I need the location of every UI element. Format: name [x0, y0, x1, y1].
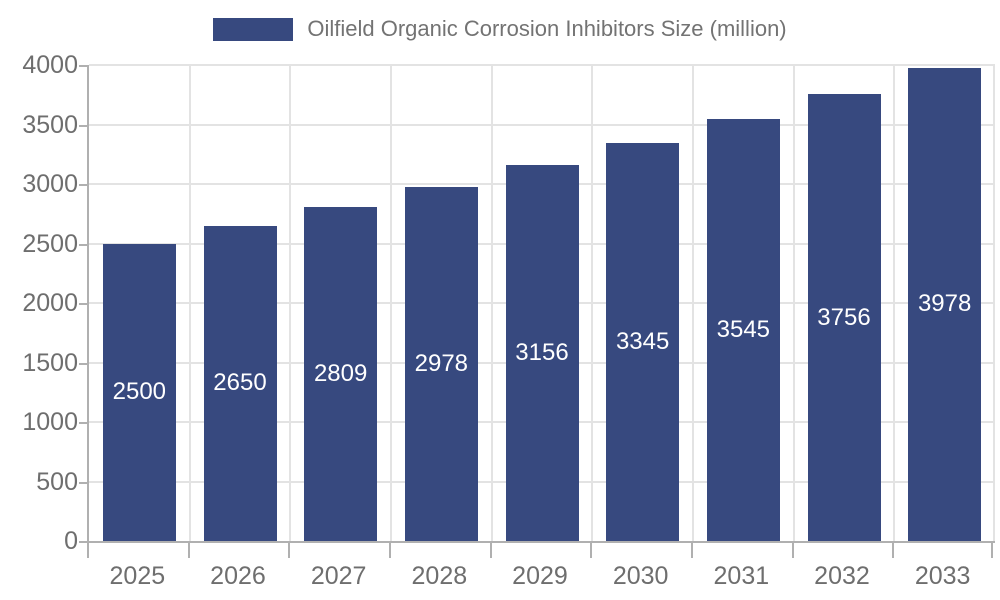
x-tick-mark: [590, 543, 593, 558]
bar[interactable]: 2500: [102, 243, 176, 541]
bar[interactable]: 2809: [304, 206, 378, 541]
x-tick-mark: [791, 543, 794, 558]
y-tick-label: 500: [36, 467, 78, 496]
bar-value-label: 3345: [615, 327, 670, 355]
x-tick-mark: [489, 543, 492, 558]
y-tick-label: 4000: [22, 51, 78, 79]
y-tick-mark: [79, 184, 87, 186]
legend[interactable]: Oilfield Organic Corrosion Inhibitors Si…: [0, 16, 1000, 42]
x-tick-label: 2025: [109, 562, 166, 590]
v-gridline: [490, 65, 493, 541]
y-tick-mark: [79, 65, 87, 67]
y-tick-mark: [79, 124, 87, 127]
v-gridline: [591, 65, 594, 541]
x-tick-label: 2027: [310, 562, 367, 590]
bar-value-label: 3156: [515, 339, 569, 367]
y-tick-mark: [79, 481, 87, 484]
v-gridline: [188, 65, 191, 541]
x-tick-mark: [691, 543, 693, 558]
x-tick-label: 2031: [713, 562, 770, 590]
y-tick-label: 2500: [22, 229, 78, 258]
v-gridline: [390, 65, 392, 541]
y-tick-mark: [79, 303, 87, 305]
x-tick-label: 2029: [512, 562, 568, 590]
bar[interactable]: 3978: [908, 67, 982, 541]
bar-value-label: 2500: [112, 378, 167, 406]
y-tick-mark: [79, 243, 87, 246]
bar-value-label: 2978: [414, 349, 469, 377]
y-tick-label: 0: [64, 527, 78, 555]
bar[interactable]: 3756: [807, 94, 881, 541]
y-tick-label: 3000: [22, 170, 78, 198]
v-gridline: [792, 65, 795, 541]
x-tick-label: 2026: [210, 562, 266, 590]
y-tick-label: 2000: [22, 289, 78, 317]
y-tick-mark: [79, 362, 87, 365]
y-tick-mark: [79, 541, 87, 543]
h-gridline: [89, 64, 995, 66]
x-tick-label: 2030: [612, 562, 669, 590]
x-tick-mark: [187, 543, 190, 558]
h-gridline: [89, 123, 995, 126]
x-tick-mark: [288, 543, 291, 558]
x-tick-mark: [389, 543, 391, 558]
bar-value-label: 2650: [213, 369, 267, 397]
bar[interactable]: 3345: [606, 142, 680, 541]
v-gridline: [893, 65, 896, 541]
y-tick-label: 1500: [22, 348, 78, 377]
y-tick-mark: [79, 422, 87, 424]
v-gridline: [993, 65, 995, 541]
bar-value-label: 3545: [716, 316, 771, 344]
x-tick-label: 2033: [914, 562, 971, 590]
v-gridline: [289, 65, 292, 541]
plot-area: 2500 2650 2809 2978 3156 3345 3545 3756 3978: [87, 64, 995, 543]
legend-swatch: [213, 17, 294, 41]
v-gridline: [692, 65, 694, 541]
x-tick-label: 2032: [814, 562, 870, 590]
bar-value-label: 3978: [917, 290, 972, 318]
bar[interactable]: 2650: [203, 225, 277, 541]
y-tick-label: 3500: [22, 110, 78, 139]
x-tick-mark: [87, 543, 89, 558]
legend-label: Oilfield Organic Corrosion Inhibitors Si…: [307, 16, 787, 41]
bar-value-label: 2809: [313, 359, 368, 387]
x-tick-label: 2028: [411, 562, 468, 590]
y-tick-label: 1000: [22, 408, 78, 436]
x-tick-mark: [892, 543, 895, 558]
bar-value-label: 3756: [817, 303, 871, 331]
bar[interactable]: 3545: [706, 119, 780, 541]
bar[interactable]: 3156: [505, 165, 579, 541]
x-tick-mark: [991, 543, 993, 558]
bar[interactable]: 2978: [404, 186, 478, 541]
